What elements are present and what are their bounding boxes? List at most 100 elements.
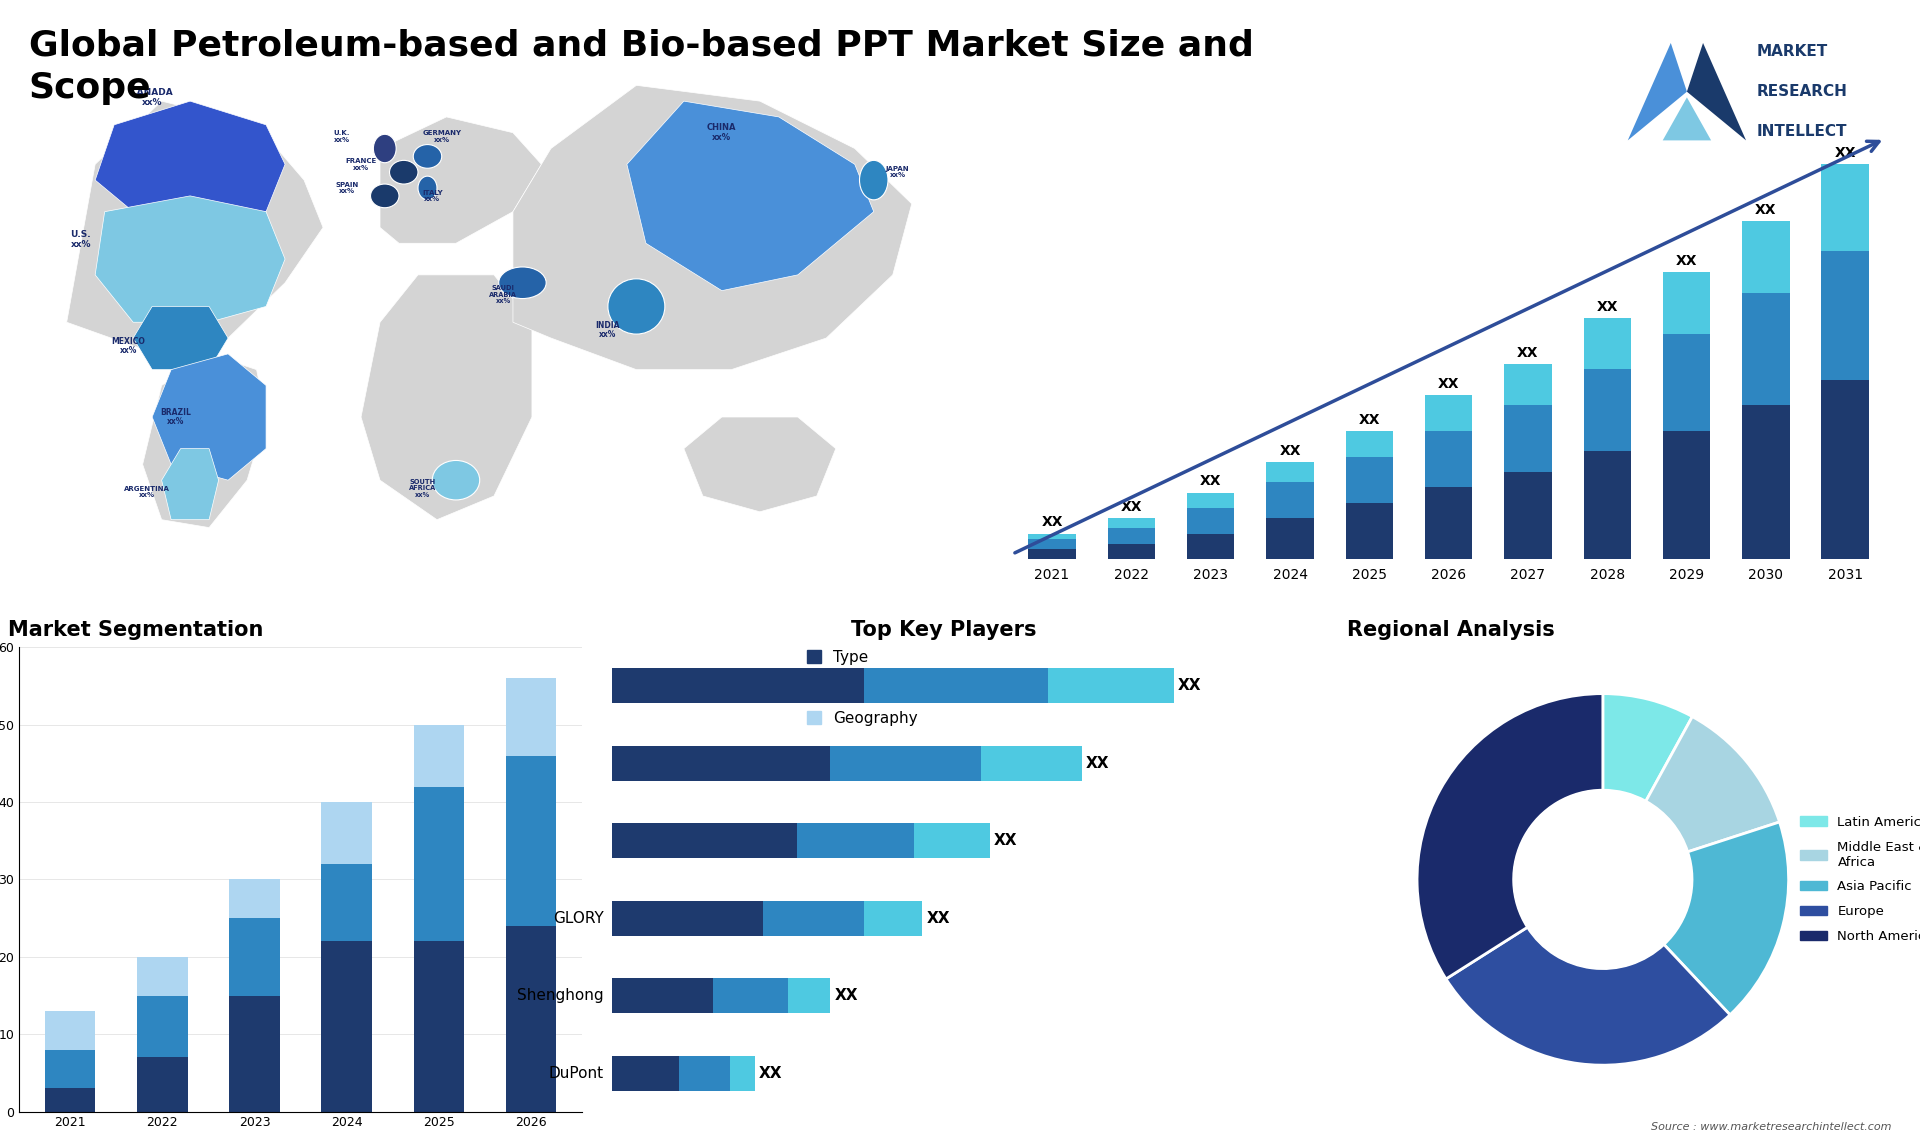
- Text: MEXICO
xx%: MEXICO xx%: [111, 337, 146, 355]
- Text: DuPont: DuPont: [549, 1066, 605, 1081]
- Bar: [1741, 406, 1789, 559]
- PathPatch shape: [361, 275, 532, 519]
- Bar: [1346, 503, 1394, 559]
- Text: XX: XX: [1676, 254, 1697, 268]
- Bar: [797, 823, 914, 858]
- Bar: [1822, 379, 1868, 559]
- PathPatch shape: [67, 101, 323, 362]
- Ellipse shape: [860, 160, 887, 199]
- Bar: [228, 879, 280, 918]
- Bar: [1048, 668, 1173, 704]
- PathPatch shape: [132, 306, 228, 370]
- Polygon shape: [1688, 44, 1745, 140]
- Text: Global Petroleum-based and Bio-based PPT Market Size and
Scope: Global Petroleum-based and Bio-based PPT…: [29, 29, 1254, 104]
- PathPatch shape: [152, 354, 267, 480]
- Bar: [1584, 369, 1632, 452]
- Bar: [413, 786, 465, 941]
- PathPatch shape: [96, 101, 284, 228]
- PathPatch shape: [96, 196, 284, 322]
- Text: Source : www.marketresearchintellect.com: Source : www.marketresearchintellect.com: [1651, 1122, 1891, 1132]
- Bar: [864, 901, 922, 935]
- Text: XX: XX: [1121, 500, 1142, 515]
- Text: INTELLECT: INTELLECT: [1757, 124, 1847, 140]
- Text: SPAIN
xx%: SPAIN xx%: [336, 182, 359, 194]
- Bar: [612, 823, 797, 858]
- Bar: [1265, 518, 1313, 559]
- Bar: [505, 755, 557, 926]
- Text: Regional Analysis: Regional Analysis: [1348, 620, 1555, 641]
- Bar: [505, 678, 557, 755]
- Bar: [1187, 493, 1235, 508]
- Text: SAUDI
ARABIA
xx%: SAUDI ARABIA xx%: [490, 285, 518, 304]
- Bar: [612, 668, 864, 704]
- Text: XX: XX: [835, 988, 858, 1003]
- Bar: [1822, 164, 1868, 251]
- Wedge shape: [1645, 716, 1780, 851]
- Ellipse shape: [499, 267, 545, 299]
- Text: XX: XX: [1359, 413, 1380, 426]
- Wedge shape: [1417, 693, 1603, 979]
- Bar: [321, 864, 372, 941]
- Text: GERMANY
xx%: GERMANY xx%: [422, 131, 461, 143]
- Bar: [228, 996, 280, 1112]
- Bar: [1029, 539, 1075, 549]
- Bar: [1265, 462, 1313, 482]
- Bar: [1425, 395, 1473, 431]
- Polygon shape: [1663, 97, 1711, 140]
- Text: XX: XX: [1179, 678, 1202, 693]
- Ellipse shape: [432, 461, 480, 500]
- Bar: [1346, 456, 1394, 503]
- Bar: [1503, 364, 1551, 406]
- Text: JAPAN
xx%: JAPAN xx%: [885, 166, 910, 179]
- Text: INDIA
xx%: INDIA xx%: [595, 321, 620, 339]
- Circle shape: [1513, 791, 1692, 968]
- Bar: [1663, 333, 1711, 431]
- Text: Shenghong: Shenghong: [516, 988, 605, 1003]
- Bar: [730, 1055, 755, 1091]
- Bar: [1187, 534, 1235, 559]
- Text: XX: XX: [1087, 755, 1110, 771]
- Text: MARKET: MARKET: [1757, 44, 1828, 60]
- Bar: [44, 1011, 96, 1050]
- Text: CHINA
xx%: CHINA xx%: [707, 124, 737, 142]
- Ellipse shape: [419, 176, 438, 199]
- Text: XX: XX: [995, 833, 1018, 848]
- Bar: [44, 1050, 96, 1089]
- Bar: [864, 668, 1048, 704]
- Text: XX: XX: [1834, 147, 1857, 160]
- Text: XX: XX: [1279, 444, 1300, 457]
- Bar: [44, 1089, 96, 1112]
- Ellipse shape: [413, 144, 442, 168]
- Title: Top Key Players: Top Key Players: [851, 620, 1037, 641]
- Bar: [612, 1055, 680, 1091]
- Bar: [228, 918, 280, 996]
- Bar: [136, 957, 188, 996]
- Bar: [981, 746, 1081, 780]
- Bar: [612, 979, 712, 1013]
- Text: XX: XX: [1517, 346, 1538, 360]
- Ellipse shape: [372, 134, 396, 163]
- Bar: [1503, 472, 1551, 559]
- Bar: [136, 996, 188, 1058]
- Bar: [712, 979, 789, 1013]
- Bar: [136, 1058, 188, 1112]
- Legend: Latin America, Middle East &
Africa, Asia Pacific, Europe, North America: Latin America, Middle East & Africa, Asi…: [1795, 810, 1920, 949]
- Bar: [413, 941, 465, 1112]
- Bar: [764, 901, 864, 935]
- Bar: [505, 926, 557, 1112]
- Bar: [1741, 221, 1789, 292]
- Wedge shape: [1603, 693, 1692, 801]
- Text: XX: XX: [927, 911, 950, 926]
- Text: ARGENTINA
xx%: ARGENTINA xx%: [125, 486, 171, 499]
- Bar: [1663, 431, 1711, 559]
- PathPatch shape: [628, 101, 874, 291]
- Bar: [1663, 272, 1711, 333]
- Bar: [321, 802, 372, 864]
- Text: U.S.
xx%: U.S. xx%: [71, 230, 92, 249]
- Bar: [612, 901, 764, 935]
- Bar: [1029, 549, 1075, 559]
- PathPatch shape: [684, 417, 835, 512]
- Bar: [829, 746, 981, 780]
- Text: GLORY: GLORY: [553, 911, 605, 926]
- Bar: [1822, 251, 1868, 379]
